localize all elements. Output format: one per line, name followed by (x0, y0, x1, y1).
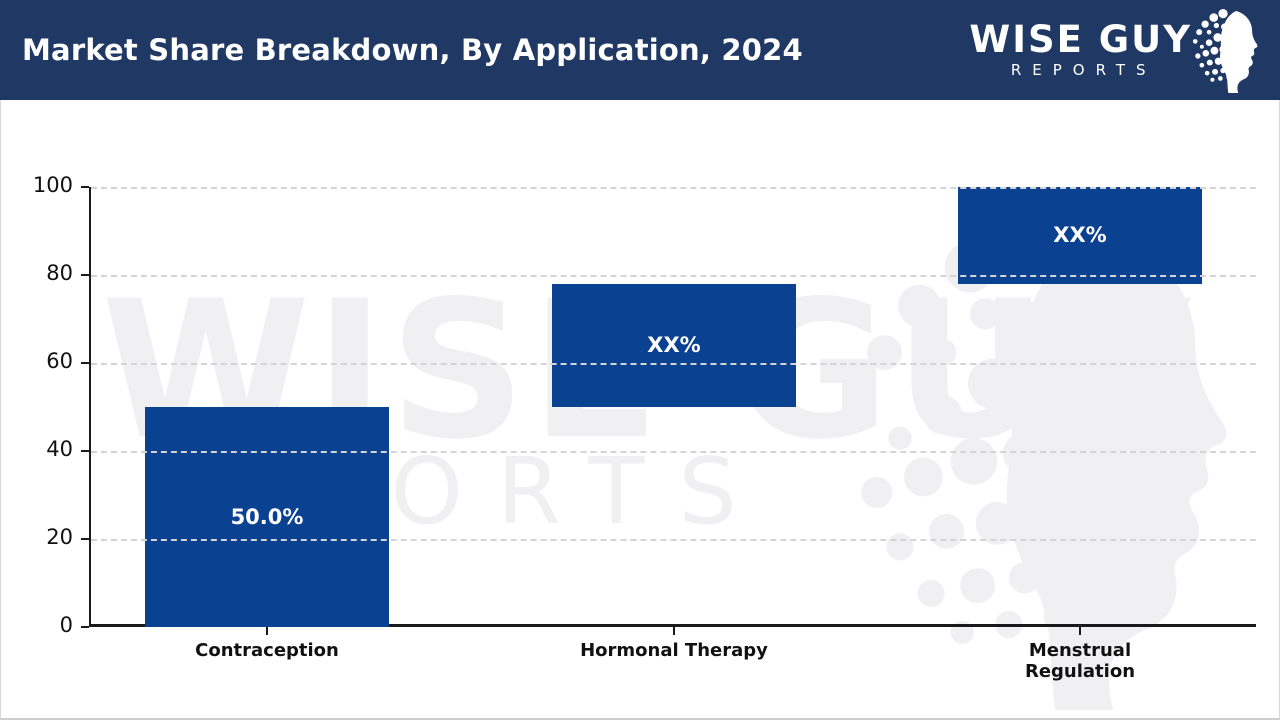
bar-hormonal-therapy: XX% (552, 283, 796, 407)
bar-contraception: 50.0% (145, 407, 389, 627)
logo-text: WISE GUY REPORTS (969, 17, 1192, 80)
x-axis-tick (1079, 627, 1081, 635)
y-axis-tick (81, 362, 89, 364)
logo-brand-text: WISE GUY (969, 17, 1192, 61)
y-axis-tick-label: 60 (46, 349, 73, 373)
x-axis-tick (673, 627, 675, 635)
gridline (91, 451, 1256, 453)
logo-face-icon (1188, 7, 1262, 93)
y-axis-tick-label: 20 (46, 525, 73, 549)
y-axis-tick-label: 100 (32, 173, 73, 197)
x-axis-category-label: Menstrual Regulation (1024, 640, 1136, 683)
y-axis-tick (81, 626, 89, 628)
y-axis-tick (81, 538, 89, 540)
gridline (91, 363, 1256, 365)
x-axis-tick (266, 627, 268, 635)
y-axis-tick-label: 40 (46, 437, 73, 461)
report-header: Market Share Breakdown, By Application, … (0, 0, 1280, 100)
bar-value-label: 50.0% (230, 505, 304, 529)
logo-sub-text: REPORTS (1010, 61, 1157, 80)
y-axis-tick (81, 186, 89, 188)
gridline (91, 275, 1256, 277)
y-axis-tick (81, 274, 89, 276)
chart-title: Market Share Breakdown, By Application, … (22, 33, 803, 67)
x-axis-category-label: Contraception (195, 640, 339, 661)
wise-guy-reports-logo: WISE GUY REPORTS (969, 7, 1262, 93)
gridline (91, 187, 1256, 189)
bar-value-label: XX% (647, 333, 701, 358)
bar-menstrual-regulation: XX% (958, 187, 1202, 284)
y-axis-tick-label: 0 (59, 613, 73, 637)
x-axis-category-label: Hormonal Therapy (580, 640, 768, 661)
y-axis-tick (81, 450, 89, 452)
plot-area: 0 20 40 60 80 100 50.0% Contraception XX% Hormona… (33, 173, 1256, 682)
gridline (91, 539, 1256, 541)
chart-panel: WISE GUY PORTS 0 20 40 60 80 100 50.0% Contrace… (0, 100, 1280, 720)
y-axis-tick-label: 80 (46, 261, 73, 285)
bar-value-label: XX% (1053, 223, 1107, 248)
